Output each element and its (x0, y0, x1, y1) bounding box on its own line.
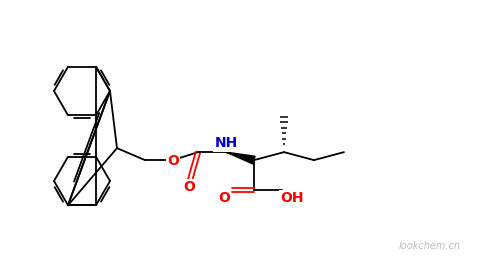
Text: O: O (167, 154, 179, 168)
Text: OH: OH (280, 191, 304, 205)
Text: O: O (218, 191, 230, 205)
Polygon shape (226, 152, 255, 164)
Text: NH: NH (214, 136, 238, 150)
Text: lookchem.cn: lookchem.cn (399, 241, 461, 251)
Text: O: O (183, 180, 195, 194)
